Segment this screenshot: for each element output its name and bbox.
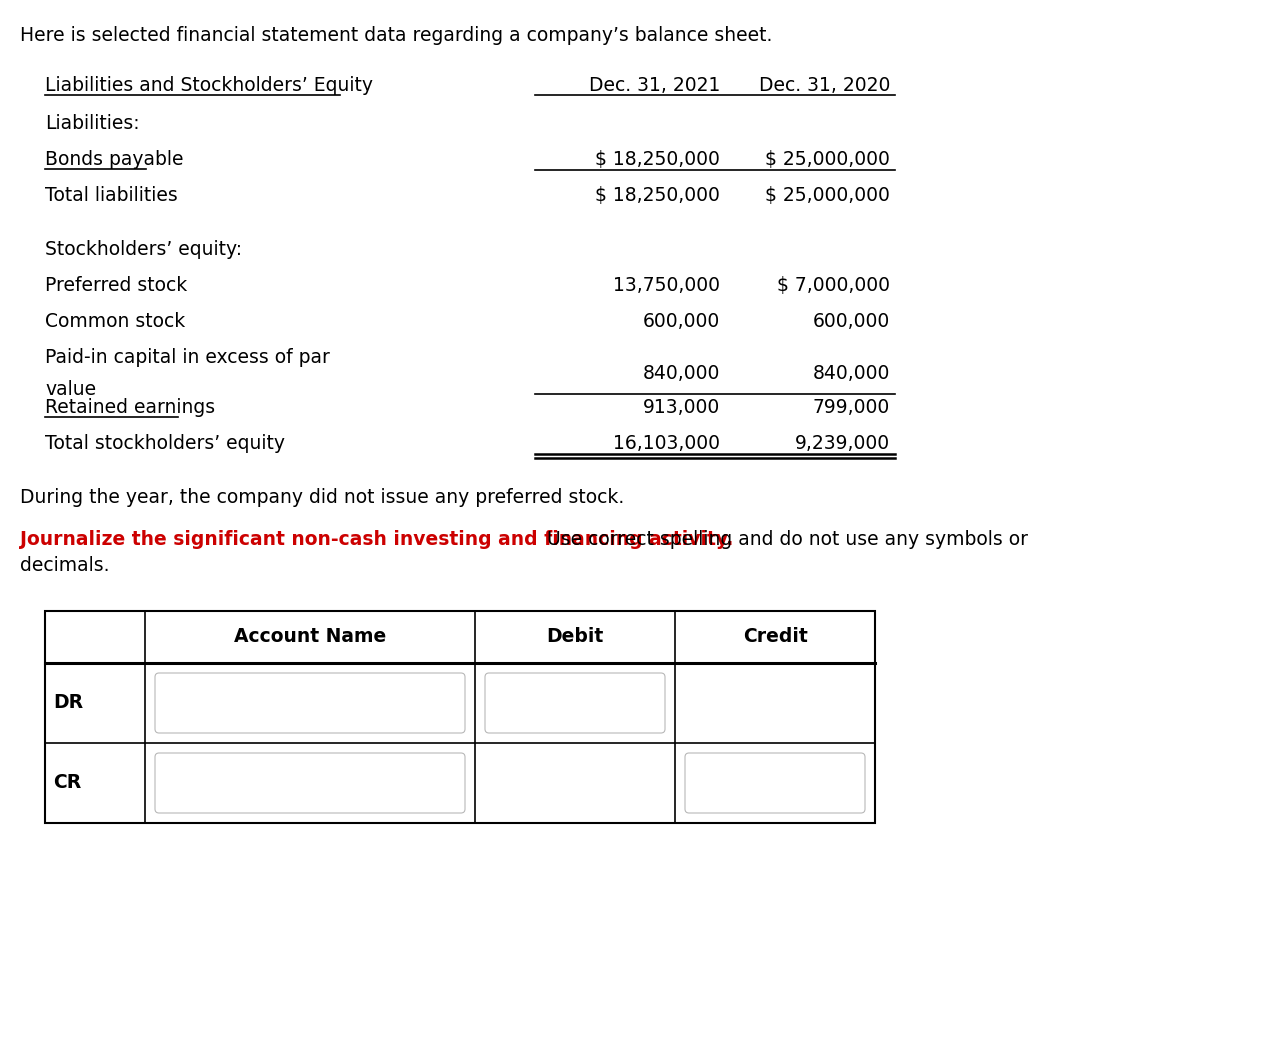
Text: Stockholders’ equity:: Stockholders’ equity: — [45, 240, 242, 259]
Text: Retained earnings: Retained earnings — [45, 398, 215, 417]
Text: $ 25,000,000: $ 25,000,000 — [765, 186, 890, 205]
Text: Here is selected financial statement data regarding a company’s balance sheet.: Here is selected financial statement dat… — [20, 27, 772, 45]
Text: 16,103,000: 16,103,000 — [613, 434, 719, 453]
Text: Liabilities and Stockholders’ Equity: Liabilities and Stockholders’ Equity — [45, 76, 372, 95]
Text: 9,239,000: 9,239,000 — [795, 434, 890, 453]
Text: Paid-in capital in excess of par: Paid-in capital in excess of par — [45, 348, 330, 367]
Text: 13,750,000: 13,750,000 — [613, 276, 719, 295]
Text: decimals.: decimals. — [20, 556, 110, 575]
Text: 840,000: 840,000 — [643, 364, 719, 383]
Text: $ 25,000,000: $ 25,000,000 — [765, 150, 890, 169]
Text: CR: CR — [52, 773, 81, 793]
Text: Dec. 31, 2021: Dec. 31, 2021 — [589, 76, 719, 95]
Text: $ 18,250,000: $ 18,250,000 — [595, 150, 719, 169]
Text: Journalize the significant non-cash investing and financing activity.: Journalize the significant non-cash inve… — [20, 530, 733, 549]
Text: Debit: Debit — [547, 627, 604, 646]
FancyBboxPatch shape — [155, 753, 465, 813]
Text: Preferred stock: Preferred stock — [45, 276, 187, 295]
Bar — [45, 611, 876, 823]
Text: Account Name: Account Name — [234, 627, 387, 646]
Text: Total stockholders’ equity: Total stockholders’ equity — [45, 434, 285, 453]
Text: During the year, the company did not issue any preferred stock.: During the year, the company did not iss… — [20, 488, 625, 507]
Text: Liabilities:: Liabilities: — [45, 114, 140, 133]
Text: Dec. 31, 2020: Dec. 31, 2020 — [759, 76, 890, 95]
Text: 799,000: 799,000 — [813, 398, 890, 417]
Text: 840,000: 840,000 — [813, 364, 890, 383]
Text: Bonds payable: Bonds payable — [45, 150, 183, 169]
Text: $ 18,250,000: $ 18,250,000 — [595, 186, 719, 205]
FancyBboxPatch shape — [155, 673, 465, 733]
Text: $ 7,000,000: $ 7,000,000 — [777, 276, 890, 295]
Text: 600,000: 600,000 — [813, 312, 890, 331]
Text: 913,000: 913,000 — [643, 398, 719, 417]
Text: Credit: Credit — [742, 627, 808, 646]
Text: Use correct spelling and do not use any symbols or: Use correct spelling and do not use any … — [541, 530, 1028, 549]
FancyBboxPatch shape — [485, 673, 666, 733]
Text: 600,000: 600,000 — [643, 312, 719, 331]
Text: value: value — [45, 380, 96, 399]
Text: DR: DR — [52, 694, 83, 713]
Text: Common stock: Common stock — [45, 312, 186, 331]
FancyBboxPatch shape — [685, 753, 865, 813]
Text: Total liabilities: Total liabilities — [45, 186, 178, 205]
